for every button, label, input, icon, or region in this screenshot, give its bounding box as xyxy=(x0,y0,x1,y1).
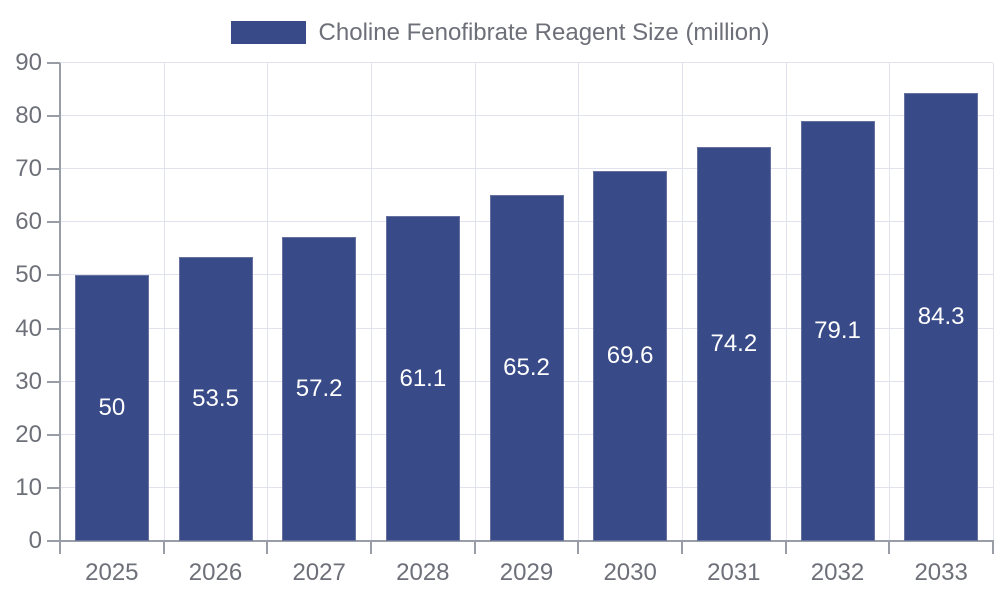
y-tick-label: 80 xyxy=(15,102,42,130)
chart-legend[interactable]: Choline Fenofibrate Reagent Size (millio… xyxy=(0,20,1000,45)
bar[interactable] xyxy=(385,216,460,541)
h-gridline xyxy=(60,168,993,170)
y-axis-tick xyxy=(47,168,60,171)
bar[interactable] xyxy=(74,275,149,541)
legend-label: Choline Fenofibrate Reagent Size (millio… xyxy=(318,19,770,46)
bar[interactable] xyxy=(489,194,564,541)
v-gridline xyxy=(682,63,683,541)
x-axis-tick xyxy=(266,541,269,554)
v-gridline xyxy=(578,63,580,541)
bar-value-label: 57.2 xyxy=(295,375,343,403)
x-axis-tick xyxy=(992,541,994,554)
y-axis-tick xyxy=(47,486,60,489)
x-axis-line xyxy=(60,540,994,542)
y-tick-label: 60 xyxy=(15,208,42,236)
bar[interactable] xyxy=(593,171,668,541)
v-gridline xyxy=(993,63,994,541)
y-tick-label: 30 xyxy=(15,367,42,395)
x-axis-tick xyxy=(473,541,476,554)
x-tick-label: 2029 xyxy=(499,559,554,586)
y-axis-tick xyxy=(47,221,60,224)
bar[interactable] xyxy=(178,256,253,541)
x-axis-tick xyxy=(59,541,61,554)
x-axis-tick xyxy=(162,541,165,554)
bar-value-label: 74.2 xyxy=(710,329,758,357)
y-tick-label: 40 xyxy=(15,314,42,342)
y-tick-label: 90 xyxy=(15,49,42,76)
x-tick-label: 2025 xyxy=(85,559,139,586)
x-tick-label: 2032 xyxy=(810,559,865,586)
v-gridline xyxy=(371,63,372,541)
x-axis-tick xyxy=(888,541,891,554)
y-axis-tick xyxy=(47,433,60,436)
bar-value-label: 53.5 xyxy=(192,384,239,412)
y-axis-line xyxy=(59,63,61,541)
y-tick-label: 20 xyxy=(15,420,42,448)
y-axis-tick xyxy=(47,327,60,330)
y-axis-tick xyxy=(47,62,60,64)
bar-value-label: 50 xyxy=(98,394,126,422)
x-tick-label: 2031 xyxy=(707,559,761,586)
bar[interactable] xyxy=(800,120,875,541)
legend-swatch xyxy=(230,21,306,44)
y-axis-tick xyxy=(47,380,60,383)
x-axis-tick xyxy=(784,541,787,554)
h-gridline xyxy=(60,115,993,117)
y-axis-tick xyxy=(47,540,60,542)
bar-value-label: 61.1 xyxy=(399,364,447,392)
bar-value-label: 84.3 xyxy=(917,303,965,331)
v-gridline xyxy=(267,63,269,541)
x-tick-label: 2027 xyxy=(292,559,346,586)
x-tick-label: 2030 xyxy=(603,559,657,586)
x-axis-tick xyxy=(681,541,683,554)
bar[interactable] xyxy=(696,146,771,541)
bar[interactable] xyxy=(904,93,979,541)
y-tick-label: 10 xyxy=(15,473,42,501)
y-axis-tick xyxy=(47,115,60,118)
x-axis-tick xyxy=(370,541,372,554)
v-gridline xyxy=(163,63,165,541)
bar-value-label: 65.2 xyxy=(503,353,550,381)
bar-value-label: 79.1 xyxy=(814,316,861,344)
y-tick-label: 70 xyxy=(15,155,42,183)
x-tick-label: 2028 xyxy=(396,559,450,586)
v-gridline xyxy=(474,63,476,541)
x-tick-label: 2026 xyxy=(188,559,243,586)
x-tick-label: 2033 xyxy=(914,559,968,586)
y-tick-label: 0 xyxy=(28,527,42,554)
x-axis-tick xyxy=(577,541,580,554)
y-tick-label: 50 xyxy=(15,261,42,289)
v-gridline xyxy=(785,63,787,541)
bar-value-label: 69.6 xyxy=(606,342,654,370)
h-gridline xyxy=(60,62,993,63)
bar[interactable] xyxy=(282,237,357,541)
v-gridline xyxy=(889,63,891,541)
y-axis-tick xyxy=(47,274,60,277)
